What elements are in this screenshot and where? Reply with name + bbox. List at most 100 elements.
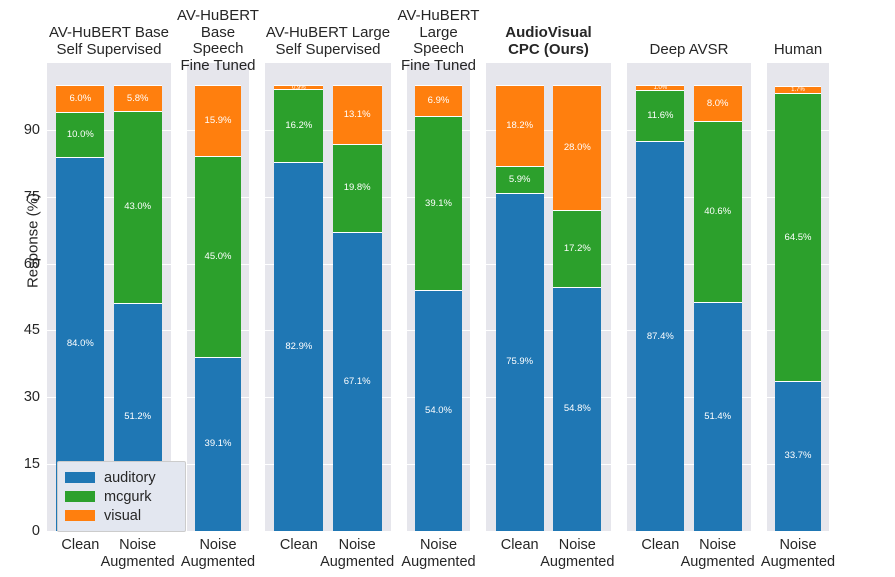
gridline <box>265 263 391 265</box>
legend-swatch-icon <box>65 472 95 483</box>
stacked-bar[interactable]: 87.4% 11.6% 1.0% <box>636 63 685 531</box>
bar-segment-value: 11.6% <box>647 110 674 122</box>
bar-segment-visual[interactable]: 18.2% <box>495 85 544 167</box>
bar-segment-value: 33.7% <box>784 450 812 462</box>
bar-segment-mcgurk[interactable]: 10.0% <box>56 112 105 157</box>
x-tick-label: Noise Augmented <box>100 537 175 570</box>
bar-segment-auditory[interactable]: 82.9% <box>274 161 324 531</box>
bar-segment-visual[interactable]: 6.9% <box>415 85 462 117</box>
chart-group: Human 33.7% 64.5% 1.7% Noise Augmented <box>761 41 835 570</box>
stacked-bar[interactable]: 54.8% 17.2% 28.0% <box>553 63 602 531</box>
x-tick-label: Clean <box>641 537 680 553</box>
bar-segment-mcgurk[interactable]: 40.6% <box>693 120 742 302</box>
gridline <box>265 330 391 332</box>
x-tick-label: Noise Augmented <box>760 537 836 570</box>
y-tick-label: 90 <box>23 121 40 138</box>
legend-swatch-icon <box>65 510 95 521</box>
bar-segment-visual[interactable]: 15.9% <box>195 85 241 157</box>
chart-group: AudioVisual CPC (Ours) 75.9% 5.9% 18.2% Clea… <box>486 24 614 570</box>
bar-segment-mcgurk[interactable]: 39.1% <box>415 116 462 291</box>
stacked-bar[interactable]: 82.9% 16.2% 0.9% <box>274 63 324 531</box>
y-tick-label: 60 <box>23 255 40 272</box>
bar-segment-value: 87.4% <box>646 330 674 342</box>
gridline <box>486 330 611 332</box>
x-tick-label: Clean <box>279 537 318 553</box>
bar-segment-visual[interactable]: 0.9% <box>274 85 324 90</box>
gridline <box>627 263 751 265</box>
legend-item-visual[interactable]: visual <box>65 506 178 525</box>
gridline <box>486 129 611 131</box>
bar-segment-mcgurk[interactable]: 19.8% <box>332 143 382 232</box>
bar-segment-visual[interactable]: 6.0% <box>56 85 105 113</box>
bar-segment-visual[interactable]: 8.0% <box>693 85 742 121</box>
bar-segment-auditory[interactable]: 54.0% <box>415 290 462 531</box>
stacked-bar[interactable]: 67.1% 19.8% 13.1% <box>332 63 382 531</box>
bar-segment-auditory[interactable]: 33.7% <box>775 380 821 531</box>
gridline <box>486 263 611 265</box>
gridline <box>627 464 751 466</box>
bar-segment-value: 18.2% <box>506 120 534 132</box>
group-title: AudioVisual CPC (Ours) <box>505 24 592 58</box>
gridline <box>265 397 391 399</box>
gridline <box>265 196 391 198</box>
chart-legend: auditory mcgurk visual <box>57 461 186 532</box>
bar-segment-value: 6.0% <box>69 93 92 105</box>
bar-segment-value: 15.9% <box>204 115 232 127</box>
bar-segment-auditory[interactable]: 39.1% <box>195 356 241 531</box>
gridline <box>265 464 391 466</box>
bar-segment-mcgurk[interactable]: 5.9% <box>495 166 544 193</box>
chart-group: AV-HuBERT Large Self Supervised 82.9% 16.2… <box>265 24 394 570</box>
legend-label: visual <box>104 507 142 524</box>
bar-segment-auditory[interactable]: 54.8% <box>553 286 602 531</box>
bar-segment-mcgurk[interactable]: 64.5% <box>775 93 821 381</box>
bar-segment-auditory[interactable]: 51.4% <box>693 301 742 531</box>
group-title: Deep AVSR <box>649 41 729 58</box>
gridline <box>486 397 611 399</box>
bar-segment-visual[interactable]: 1.7% <box>775 85 821 94</box>
bar-segment-value: 5.8% <box>126 92 149 104</box>
stacked-bar[interactable]: 54.0% 39.1% 6.9% <box>415 63 462 531</box>
chart-group: AV-HuBERT Large Speech Fine Tuned 54.0% 39… <box>398 7 480 570</box>
bar-segment-mcgurk[interactable]: 17.2% <box>553 210 602 287</box>
chart-group: Deep AVSR 87.4% 11.6% 1.0% Clean 51.4% 40.6% 8.… <box>627 41 755 570</box>
stacked-bar[interactable]: 33.7% 64.5% 1.7% <box>775 63 821 531</box>
bar-segment-auditory[interactable]: 67.1% <box>332 231 382 531</box>
legend-item-mcgurk[interactable]: mcgurk <box>65 487 178 506</box>
gridline <box>47 196 171 198</box>
group-title: AV-HuBERT Large Self Supervised <box>265 24 391 58</box>
bar-segment-visual[interactable]: 13.1% <box>332 85 382 144</box>
y-tick-label: 75 <box>23 188 40 205</box>
bar-segment-value: 43.0% <box>124 201 152 213</box>
gridline <box>265 129 391 131</box>
bar-segment-value: 39.1% <box>204 438 232 450</box>
bar-segment-value: 64.5% <box>784 231 812 243</box>
legend-item-auditory[interactable]: auditory <box>65 468 178 487</box>
bar-segment-value: 17.2% <box>563 242 591 254</box>
bar-segment-auditory[interactable]: 87.4% <box>636 141 685 531</box>
bar-segment-value: 5.9% <box>508 174 531 186</box>
bar-segment-visual[interactable]: 1.0% <box>636 85 685 90</box>
stacked-bar[interactable]: 75.9% 5.9% 18.2% <box>495 63 544 531</box>
bar-segment-visual[interactable]: 28.0% <box>553 85 602 211</box>
x-tick-label: Noise Augmented <box>180 537 256 570</box>
bar-segment-mcgurk[interactable]: 11.6% <box>636 89 685 142</box>
gridline <box>627 330 751 332</box>
legend-swatch-icon <box>65 491 95 502</box>
x-tick-label: Clean <box>500 537 539 553</box>
stacked-bar[interactable]: 39.1% 45.0% 15.9% <box>195 63 241 531</box>
gridline <box>486 196 611 198</box>
bar-segment-value: 75.9% <box>506 356 534 368</box>
bar-segment-mcgurk[interactable]: 16.2% <box>274 89 324 162</box>
x-tick-label: Noise Augmented <box>680 537 755 570</box>
bar-segment-mcgurk[interactable]: 45.0% <box>195 156 241 357</box>
bar-segment-mcgurk[interactable]: 43.0% <box>113 111 162 303</box>
bar-segment-auditory[interactable]: 75.9% <box>495 192 544 531</box>
bar-segment-value: 84.0% <box>66 338 94 350</box>
stacked-bar[interactable]: 51.4% 40.6% 8.0% <box>693 63 742 531</box>
bar-segment-value: 51.2% <box>124 411 152 423</box>
bar-segment-value: 82.9% <box>285 340 313 352</box>
bar-segment-value: 1.7% <box>791 87 805 94</box>
gridline <box>486 464 611 466</box>
y-tick-label: 15 <box>23 456 40 473</box>
bar-segment-visual[interactable]: 5.8% <box>113 85 162 112</box>
